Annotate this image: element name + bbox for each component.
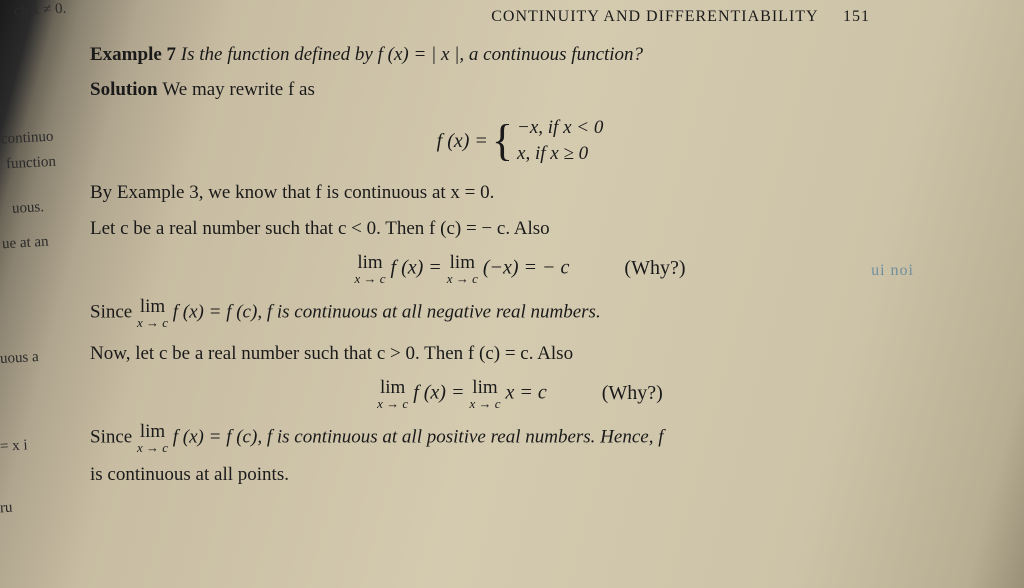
limit-operator: lim x → c [355,253,386,285]
solution-intro: We may rewrite f as [162,79,315,100]
spine-fragment: ru [0,500,13,518]
spine-fragment: uous a [0,349,39,368]
positive-conclusion: Since lim x → c f (x) = f (c), f is cont… [90,422,950,454]
eq-text: x = c [506,382,547,404]
example-line: Example 7 Is the function defined by f (… [90,40,950,69]
page-number: 151 [843,8,870,25]
why-annotation: (Why?) [624,254,685,282]
limit-operator: lim x → c [469,378,500,410]
piecewise-case-1: −x, if x < 0 [517,115,603,141]
eq-text: (−x) = − c [483,257,570,279]
spine-fragment: ch x ≠ 0. [14,1,67,21]
limit-operator: lim x → c [377,378,408,410]
text: f (x) = f (c), f is continuous at all po… [173,427,664,448]
eq-text: f (x) = [413,382,469,404]
text: Since [90,427,137,448]
brace-icon: { [492,121,513,161]
limit-equation-positive: lim x → c f (x) = lim x → c x = c (Why?) [90,378,950,410]
spine-fragment: = x i [0,437,28,455]
example-label: Example 7 [90,44,181,65]
negative-conclusion: Since lim x → c f (x) = f (c), f is cont… [90,297,950,329]
limit-operator: lim x → c [137,422,168,454]
textbook-page: CONTINUITY AND DIFFERENTIABILITY 151 Exa… [70,0,1010,588]
limit-equation-negative: lim x → c f (x) = lim x → c (−x) = − c (… [90,253,950,285]
let-c-negative: Let c be a real number such that c < 0. … [90,214,950,243]
spine-fragment: continuo [1,129,54,149]
example-question: Is the function defined by f (x) = | x |… [181,44,643,65]
piecewise-definition: f (x) = { −x, if x < 0 x, if x ≥ 0 [90,115,950,166]
let-c-positive: Now, let c be a real number such that c … [90,339,950,368]
by-example-3: By Example 3, we know that f is continuo… [90,178,950,207]
why-annotation: (Why?) [602,379,663,407]
solution-label: Solution [90,79,162,100]
piecewise-case-2: x, if x ≥ 0 [517,141,603,167]
solution-line: Solution We may rewrite f as [90,75,950,104]
limit-operator: lim x → c [447,253,478,285]
final-conclusion: is continuous at all points. [90,460,950,489]
spine-fragment: uous. [12,199,45,218]
spine-fragment: ue at an [2,234,49,253]
running-header: CONTINUITY AND DIFFERENTIABILITY 151 [90,8,950,26]
piecewise-lhs: f (x) = [437,127,488,155]
text: Since [90,301,137,322]
limit-operator: lim x → c [137,297,168,329]
eq-text: f (x) = [391,257,447,279]
header-title: CONTINUITY AND DIFFERENTIABILITY [491,8,818,25]
text: f (x) = f (c), f is continuous at all ne… [173,301,601,322]
spine-fragment: function [6,154,57,174]
